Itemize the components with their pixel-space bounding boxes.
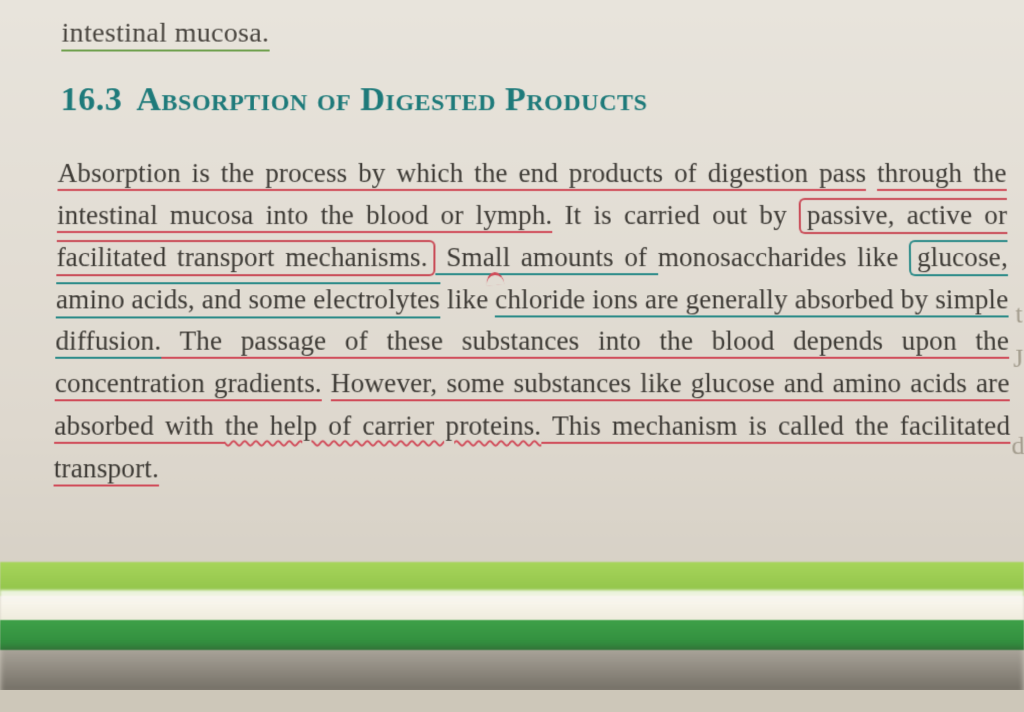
footer-white-band xyxy=(0,590,1024,624)
footer-shadow xyxy=(0,646,1024,694)
line-2b: It is carried out by xyxy=(552,200,799,230)
margin-letter-1: t xyxy=(1015,299,1023,329)
body-paragraph: Absorption is the process by which the e… xyxy=(53,153,1011,490)
page-footer-border xyxy=(0,562,1024,712)
line-4a: monosaccharides like xyxy=(658,242,909,272)
line-8a: the help of carrier proteins. xyxy=(225,410,541,440)
line-5b: The passage of xyxy=(161,326,386,359)
previous-line-fragment: intestinal mucosa. xyxy=(61,18,269,52)
section-number: 16.3 xyxy=(60,81,122,118)
line-4b: like xyxy=(440,284,495,314)
line-1: Absorption is the process by which the e… xyxy=(57,158,866,191)
section-heading: 16.3 Absorption of Digested Products xyxy=(60,81,1005,119)
margin-letter-2: J xyxy=(1013,344,1024,374)
margin-letter-3: d xyxy=(1011,431,1024,461)
section-title: Absorption of Digested Products xyxy=(136,81,647,118)
footer-table-surface xyxy=(0,690,1024,712)
line-3b: Small amounts of xyxy=(436,242,658,275)
